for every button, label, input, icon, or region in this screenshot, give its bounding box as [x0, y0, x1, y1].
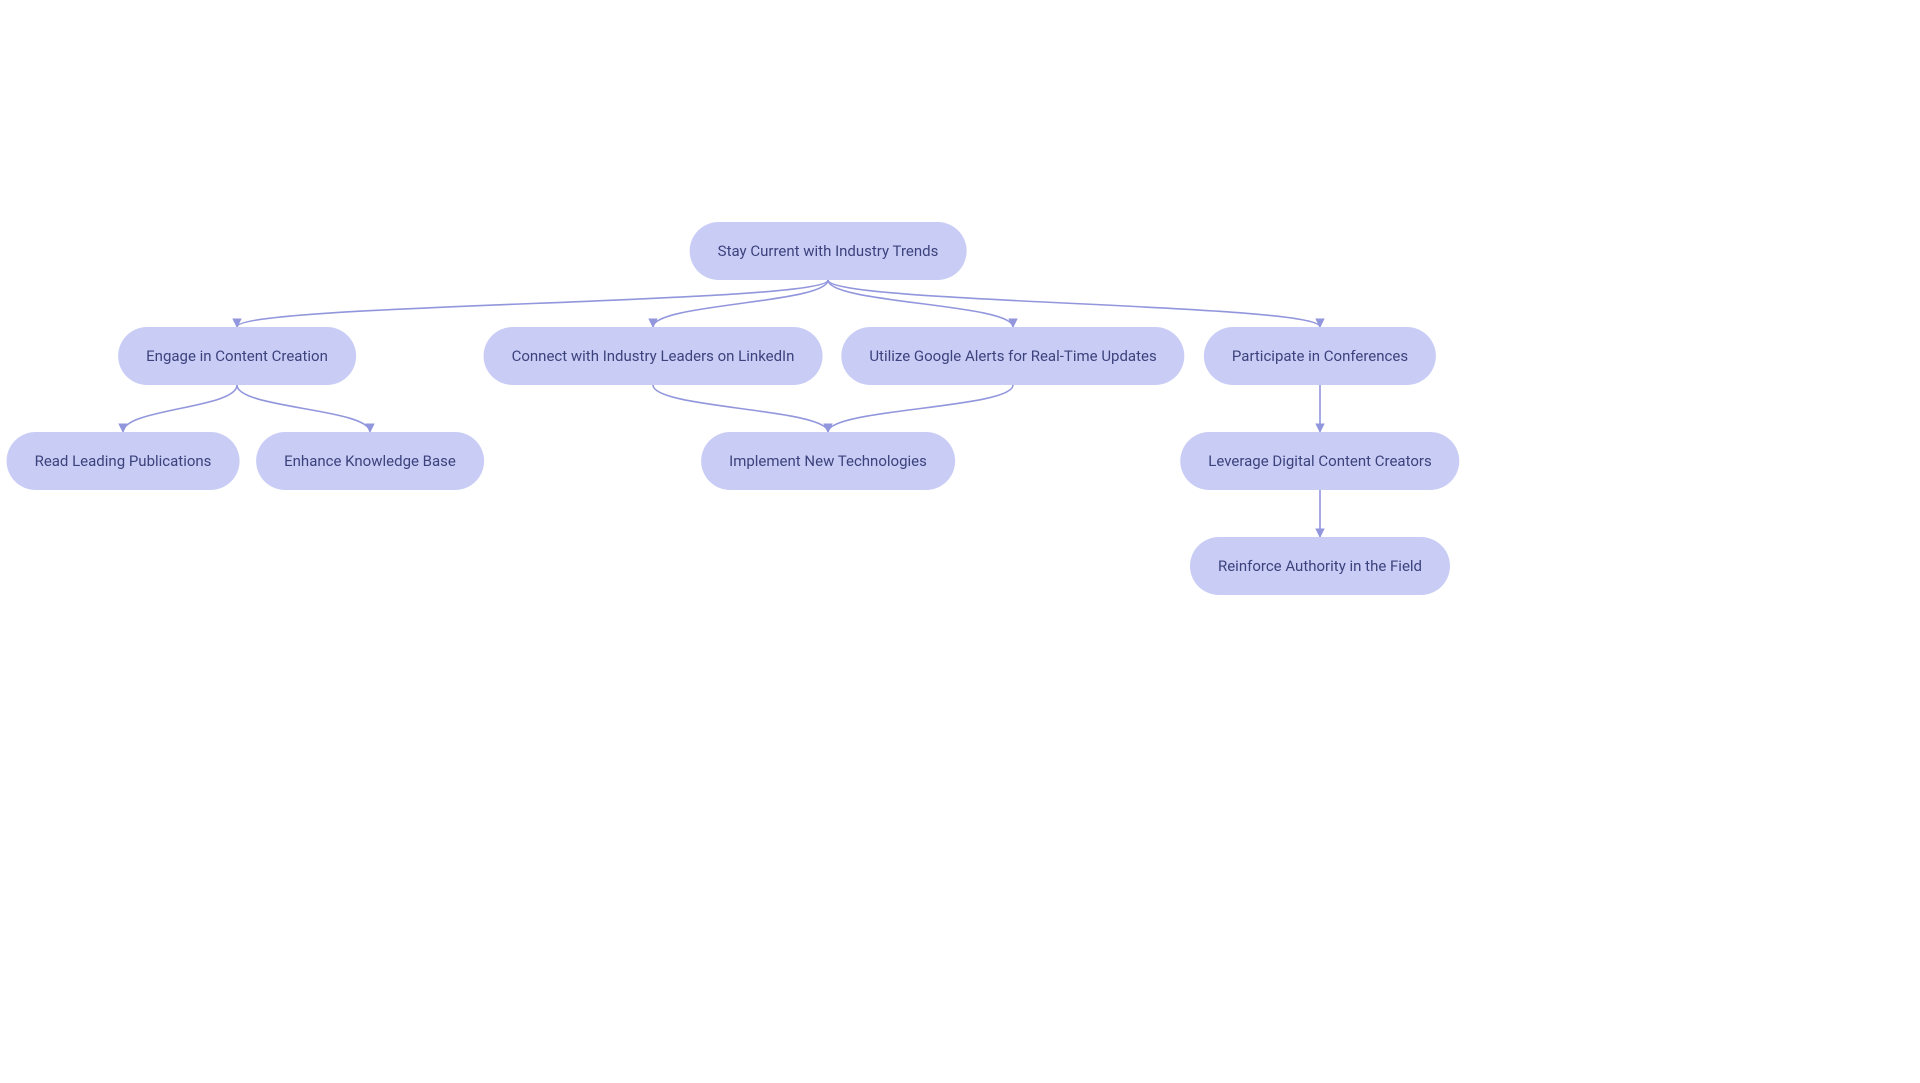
node-label: Connect with Industry Leaders on LinkedI… — [512, 347, 795, 365]
flowchart-edge — [653, 385, 828, 432]
flowchart-node: Reinforce Authority in the Field — [1190, 537, 1450, 595]
node-label: Implement New Technologies — [729, 452, 927, 470]
flowchart-edge — [123, 385, 237, 432]
node-label: Stay Current with Industry Trends — [718, 242, 939, 260]
flowchart-node: Enhance Knowledge Base — [256, 432, 484, 490]
flowchart-node: Leverage Digital Content Creators — [1180, 432, 1459, 490]
flowchart-node: Implement New Technologies — [701, 432, 955, 490]
node-label: Reinforce Authority in the Field — [1218, 557, 1422, 575]
flowchart-node: Connect with Industry Leaders on LinkedI… — [484, 327, 823, 385]
flowchart-edge — [828, 280, 1320, 327]
flowchart-node: Stay Current with Industry Trends — [690, 222, 967, 280]
flowchart-edge — [828, 280, 1013, 327]
flowchart-edge — [237, 280, 828, 327]
flowchart-edge — [237, 385, 370, 432]
node-label: Enhance Knowledge Base — [284, 452, 456, 470]
node-label: Read Leading Publications — [35, 452, 212, 470]
flowchart-node: Participate in Conferences — [1204, 327, 1436, 385]
flowchart-edge — [828, 385, 1013, 432]
flowchart-node: Read Leading Publications — [7, 432, 240, 490]
node-label: Participate in Conferences — [1232, 347, 1408, 365]
flowchart-node: Engage in Content Creation — [118, 327, 356, 385]
node-label: Utilize Google Alerts for Real-Time Upda… — [869, 347, 1156, 365]
flowchart-edge — [653, 280, 828, 327]
node-label: Leverage Digital Content Creators — [1208, 452, 1431, 470]
node-label: Engage in Content Creation — [146, 347, 328, 365]
flowchart-edges — [0, 0, 1920, 1083]
flowchart-node: Utilize Google Alerts for Real-Time Upda… — [841, 327, 1184, 385]
